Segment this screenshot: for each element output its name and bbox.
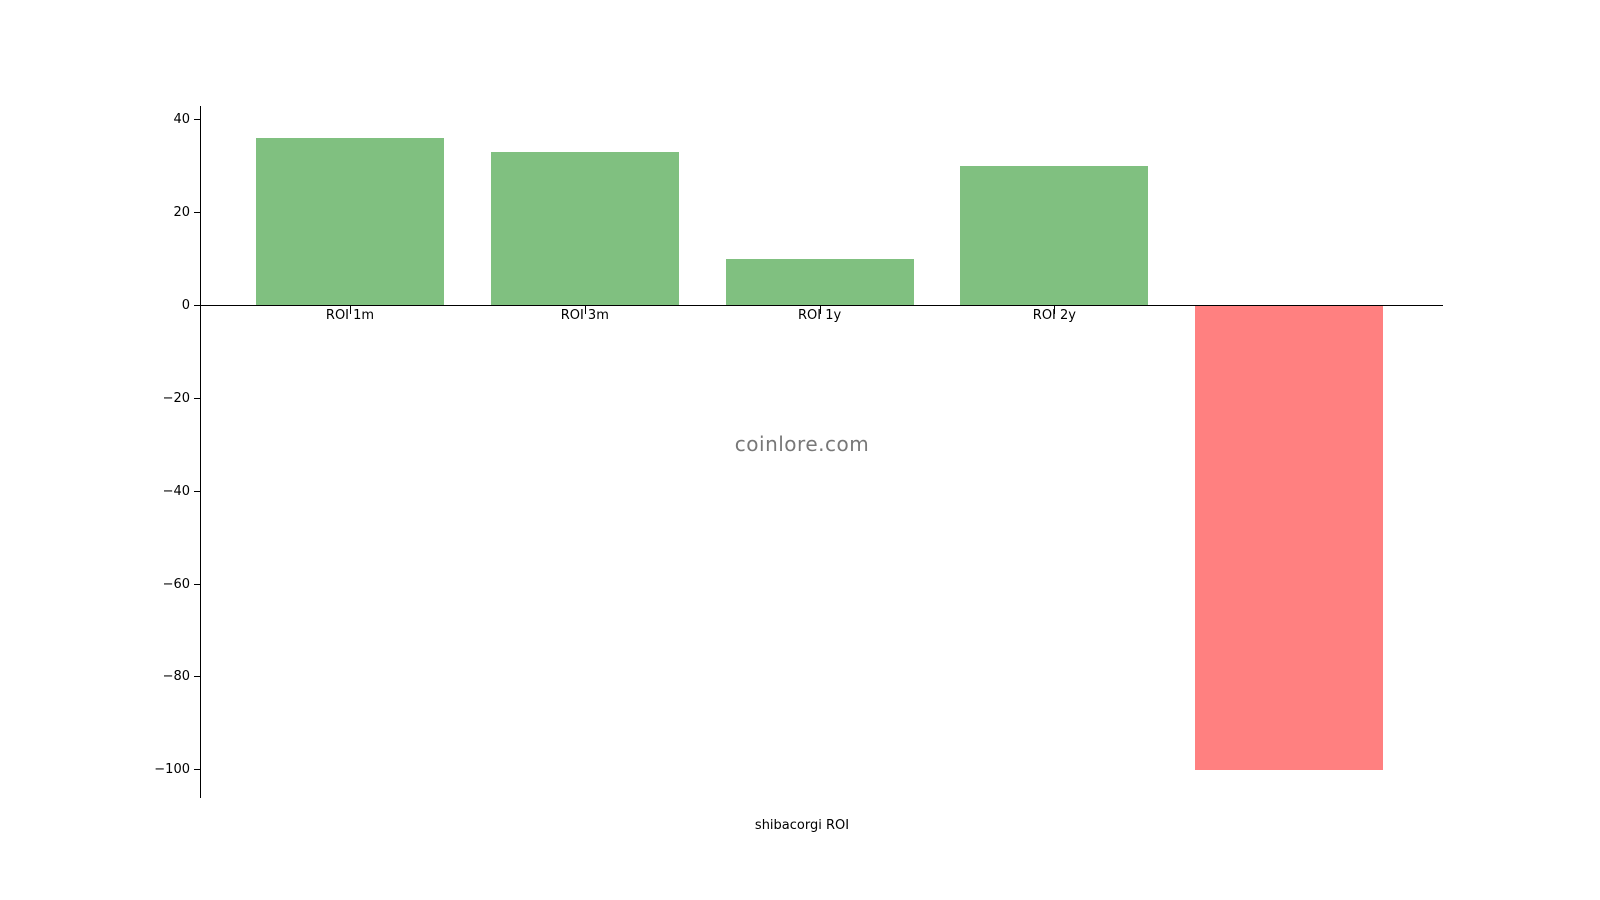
x-tick-label: ROI 1y: [797, 308, 842, 323]
y-tick-mark: [194, 119, 200, 121]
y-tick-mark: [194, 212, 200, 214]
y-tick-label: −20: [162, 390, 190, 406]
x-tick-mark: [819, 306, 821, 314]
bar-roi-3m: [490, 151, 679, 305]
y-tick-mark: [194, 490, 200, 492]
bar-5: [1195, 306, 1384, 771]
y-tick-mark: [194, 397, 200, 399]
y-tick-label: −80: [162, 669, 190, 685]
y-tick-label: −40: [162, 483, 190, 499]
x-tick-label: ROI 1m: [325, 308, 375, 323]
x-tick-mark: [1054, 306, 1056, 314]
x-tick-mark: [584, 306, 586, 314]
y-tick-label: −60: [162, 576, 190, 592]
y-tick-label: 20: [173, 205, 190, 221]
y-tick-mark: [194, 769, 200, 771]
y-tick-label: 40: [173, 112, 190, 128]
bar-roi-1m: [256, 137, 444, 305]
bar-roi-2y: [960, 165, 1149, 305]
bar-roi-1y: [725, 258, 914, 305]
x-axis-line: [200, 305, 1443, 306]
chart-title: shibacorgi ROI: [754, 818, 850, 833]
y-tick-label: −100: [154, 762, 190, 778]
x-tick-mark: [350, 306, 351, 314]
y-tick-mark: [194, 305, 200, 306]
y-tick-label: 0: [181, 298, 190, 313]
x-tick-label: ROI 3m: [560, 308, 609, 323]
y-tick-mark: [194, 676, 200, 678]
y-tick-mark: [194, 583, 200, 585]
x-tick-label: ROI 2y: [1032, 308, 1076, 323]
coinlore-watermark: coinlore.com: [734, 432, 870, 456]
y-axis-spine: [200, 106, 201, 798]
